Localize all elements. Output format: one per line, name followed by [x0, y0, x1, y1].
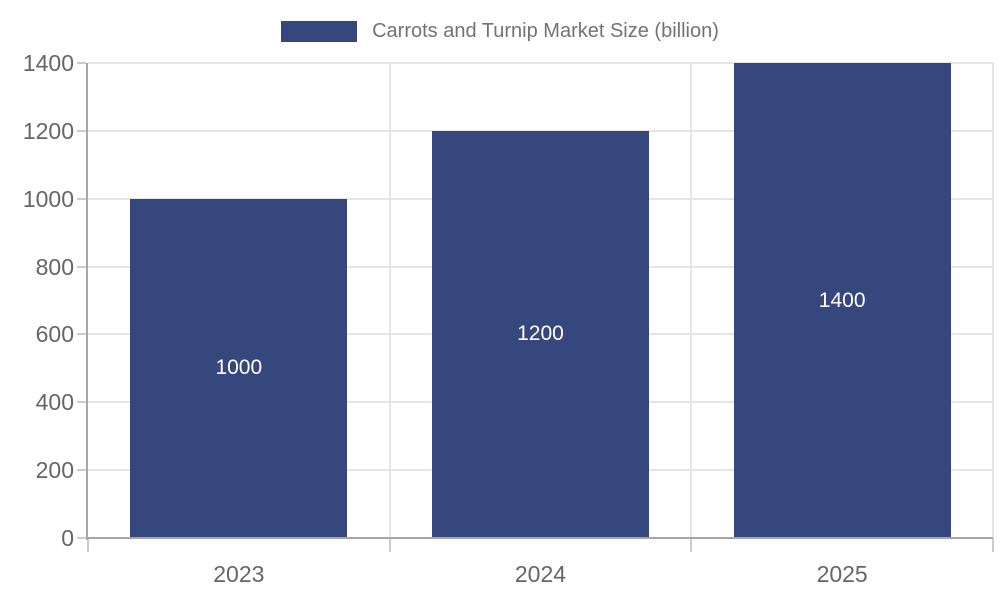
bar-value-label: 1000: [215, 356, 263, 380]
legend-swatch: [281, 20, 358, 42]
x-tick-mark: [388, 538, 391, 552]
y-tick-label: 400: [35, 389, 74, 416]
y-tick-mark: [77, 537, 86, 539]
y-tick-mark: [77, 129, 86, 132]
y-tick-label: 0: [61, 525, 74, 551]
gridline-horizontal: [88, 62, 993, 64]
gridline-vertical: [388, 63, 391, 538]
y-tick-mark: [77, 333, 86, 336]
y-tick-label: 1400: [22, 50, 74, 76]
y-axis-line: [86, 63, 88, 540]
x-tick-mark: [992, 538, 994, 552]
gridline-vertical: [992, 63, 994, 538]
x-axis-line: [86, 537, 993, 539]
y-tick-mark: [77, 401, 86, 404]
bar-value-label: 1400: [818, 288, 866, 312]
y-tick-mark: [77, 469, 86, 472]
legend-label: Carrots and Turnip Market Size (billion): [372, 20, 719, 42]
y-tick-mark: [77, 265, 86, 268]
bar-2025: [733, 63, 951, 537]
x-tick-label: 2025: [816, 561, 868, 587]
y-tick-label: 200: [35, 457, 74, 484]
bar-value-label: 1200: [517, 322, 564, 346]
x-tick-label: 2023: [213, 561, 265, 587]
y-tick-label: 800: [35, 253, 74, 280]
legend-item[interactable]: Carrots and Turnip Market Size (billion): [0, 19, 1000, 43]
bar-2024: [431, 130, 650, 537]
y-tick-label: 600: [35, 321, 74, 348]
y-tick-mark: [77, 197, 86, 200]
x-tick-label: 2024: [514, 561, 567, 587]
y-tick-label: 1000: [22, 185, 74, 212]
x-tick-mark: [87, 538, 89, 552]
y-tick-mark: [77, 62, 86, 64]
bar-2023: [130, 198, 348, 537]
gridline-vertical: [690, 63, 693, 538]
y-tick-label: 1200: [22, 117, 74, 144]
x-tick-mark: [690, 538, 693, 552]
